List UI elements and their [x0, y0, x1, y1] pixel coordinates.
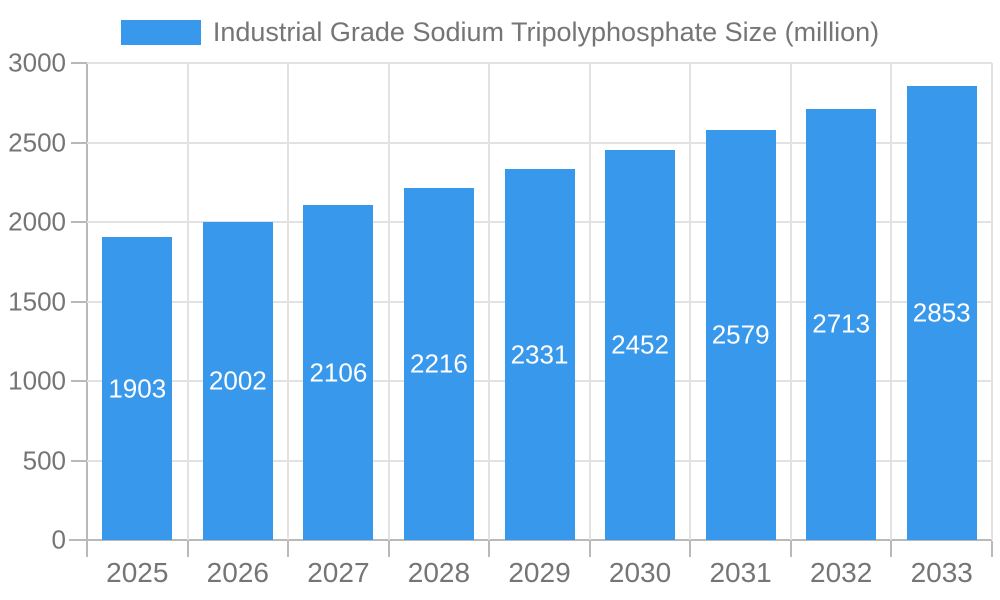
bar-2025[interactable]: 1903: [102, 237, 173, 540]
gridline-vertical: [991, 63, 993, 540]
x-axis-tick: [890, 541, 893, 557]
bar-value-label: 2002: [208, 365, 267, 396]
bar-value-label: 2331: [510, 339, 569, 370]
x-axis-label-2031: 2031: [709, 557, 772, 588]
gridline-vertical: [287, 63, 290, 540]
x-axis-label-2032: 2032: [810, 557, 873, 588]
gridline-horizontal: [87, 62, 992, 64]
gridline-vertical: [689, 63, 692, 540]
y-axis-label: 500: [22, 445, 66, 475]
bar-2029[interactable]: 2331: [504, 169, 575, 540]
bar-2030[interactable]: 2452: [605, 150, 676, 540]
y-axis-label: 1000: [8, 365, 66, 396]
bar-2027[interactable]: 2106: [303, 205, 374, 540]
bar-2026[interactable]: 2002: [202, 221, 273, 540]
x-axis-tick: [789, 541, 792, 557]
x-axis-label-2027: 2027: [307, 557, 370, 588]
gridline-vertical: [186, 63, 189, 540]
x-axis-tick: [588, 541, 591, 557]
x-axis-tick: [186, 541, 189, 557]
x-axis-tick: [86, 541, 88, 557]
x-axis-tick: [488, 541, 491, 557]
x-axis-label-2028: 2028: [407, 557, 471, 588]
x-axis-label-2026: 2026: [206, 557, 269, 588]
y-axis-label: 2500: [8, 127, 66, 157]
bar-2028[interactable]: 2216: [403, 187, 474, 540]
gridline-vertical: [387, 63, 390, 540]
gridline-horizontal: [87, 141, 992, 144]
y-axis-tick: [71, 300, 87, 303]
gridline-vertical: [789, 63, 792, 540]
y-axis-label: 0: [51, 524, 66, 555]
x-axis-tick: [287, 541, 290, 557]
bar-value-label: 2853: [912, 297, 971, 328]
legend-swatch: [120, 19, 201, 45]
legend-label: Industrial Grade Sodium Tripolyphosphate…: [212, 17, 880, 47]
gridline-vertical: [890, 63, 893, 540]
bar-2031[interactable]: 2579: [705, 129, 776, 540]
gridline-vertical: [488, 63, 491, 540]
bar-value-label: 1903: [108, 373, 167, 404]
bar-value-label: 2452: [611, 329, 669, 360]
bar-value-label: 2579: [711, 319, 770, 350]
x-axis-tick: [689, 541, 692, 557]
y-axis-tick: [71, 62, 87, 64]
bar-value-label: 2713: [812, 308, 871, 339]
x-axis-label-2025: 2025: [106, 557, 169, 588]
x-axis-label-2029: 2029: [508, 557, 571, 588]
bar-value-label: 2216: [410, 348, 468, 379]
y-axis-label: 2000: [8, 206, 66, 237]
x-axis-line: [69, 539, 992, 541]
y-axis-label: 3000: [8, 47, 66, 78]
x-axis-tick: [387, 541, 390, 557]
bar-value-label: 2106: [309, 357, 368, 388]
bar-2033[interactable]: 2853: [906, 86, 977, 540]
x-axis-label-2033: 2033: [910, 557, 973, 588]
y-axis-tick: [71, 539, 87, 541]
x-axis-label-2030: 2030: [608, 557, 672, 588]
gridline-vertical: [588, 63, 591, 540]
y-axis-tick: [71, 380, 87, 382]
bar-2032[interactable]: 2713: [806, 108, 877, 540]
x-axis-tick: [991, 541, 993, 557]
y-axis-tick: [71, 141, 87, 144]
y-axis-tick: [71, 459, 87, 462]
y-axis-tick: [71, 221, 87, 223]
legend[interactable]: Industrial Grade Sodium Tripolyphosphate…: [0, 16, 1000, 48]
y-axis-label: 1500: [8, 286, 66, 316]
plot-area: 0 500 1000 1500 2000 2500 3000 1903 2025 2002 2026…: [8, 48, 993, 588]
